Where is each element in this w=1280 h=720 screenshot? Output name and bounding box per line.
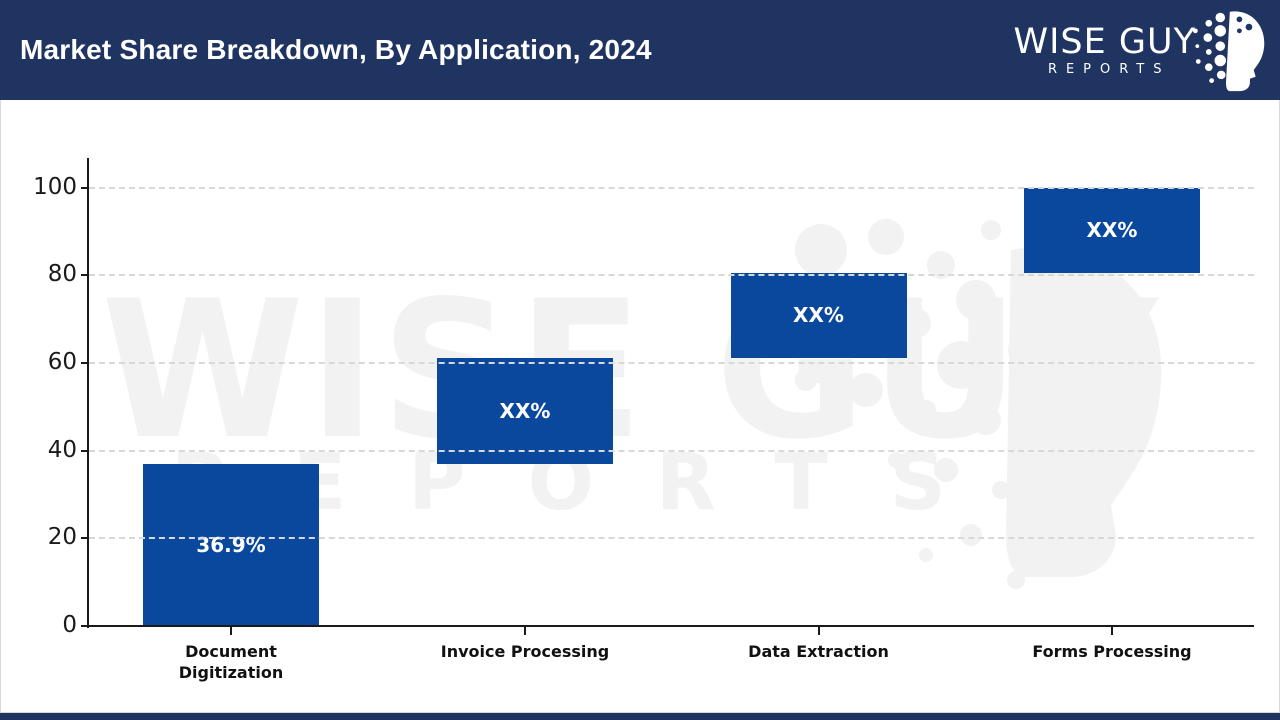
x-axis-line [87, 625, 1254, 627]
y-tick-label-80: 80 [47, 261, 77, 288]
brand-logo-text: WISE GUY REPORTS [1013, 21, 1196, 77]
gridline-80 [89, 274, 1254, 277]
y-tick-0 [81, 625, 89, 627]
brand-logo: WISE GUY REPORTS [1013, 6, 1280, 94]
bar-segment-1: 36.9% [143, 464, 319, 626]
y-tick-label-20: 20 [47, 524, 77, 551]
y-tick-60 [81, 361, 89, 364]
watermark-face-icon [775, 219, 1162, 589]
brand-subtitle: REPORTS [1047, 61, 1171, 77]
x-tick-2 [524, 627, 526, 635]
header-bar: Market Share Breakdown, By Application, … [0, 0, 1280, 100]
gridline-100 [89, 186, 1254, 189]
y-tick-100 [81, 186, 89, 189]
x-tick-1 [230, 627, 232, 635]
bar-value-label: XX% [499, 398, 551, 423]
brand-name: WISE GUY [1013, 21, 1196, 62]
category-label-4: Forms Processing [1032, 642, 1192, 661]
category-label-3: Data Extraction [748, 642, 889, 661]
y-tick-40 [81, 449, 89, 452]
gridline-60 [89, 361, 1254, 364]
gridline-40 [89, 449, 1254, 452]
bar-value-label: XX% [793, 303, 844, 328]
brand-face-icon [1193, 11, 1265, 92]
y-tick-80 [81, 274, 89, 277]
y-tick-label-60: 60 [47, 348, 77, 375]
category-label-2: Invoice Processing [440, 642, 610, 661]
y-tick-label-0: 0 [62, 612, 77, 638]
y-tick-label-100: 100 [33, 173, 77, 200]
bar-segment-4: XX% [1024, 187, 1200, 273]
chart-area: WISE GUY REPORTS 0 20 40 60 80 100 36.9% XX% XX%… [0, 100, 1280, 713]
x-tick-3 [817, 627, 820, 635]
bar-value-label: 36.9% [196, 533, 266, 558]
gridline-20 [89, 537, 1254, 540]
x-tick-4 [1111, 627, 1113, 635]
y-tick-label-40: 40 [47, 436, 77, 463]
bar-segment-3: XX% [730, 272, 907, 358]
footer-bar [0, 713, 1280, 720]
bar-value-label: XX% [1086, 218, 1138, 243]
category-label-1: Document Digitization [178, 642, 284, 682]
bar-segment-2: XX% [437, 357, 613, 465]
y-tick-20 [81, 537, 89, 540]
y-axis-line [87, 158, 89, 628]
page-title: Market Share Breakdown, By Application, … [20, 34, 652, 65]
